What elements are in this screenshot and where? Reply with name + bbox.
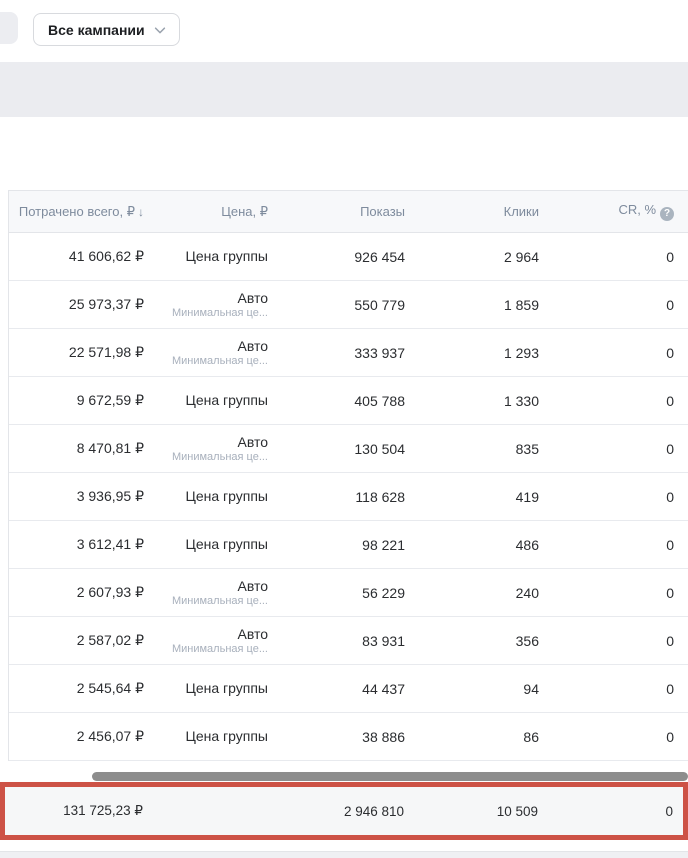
table-row[interactable]: 9 672,59 ₽ Цена группы 405 788 1 330 0 bbox=[9, 377, 688, 425]
price-subtitle: Минимальная це... bbox=[171, 594, 268, 607]
total-cr: 0 bbox=[665, 803, 673, 819]
table-row[interactable]: 3 612,41 ₽ Цена группы 98 221 486 0 bbox=[9, 521, 688, 569]
cell-cr: 0 bbox=[666, 584, 674, 601]
cell-price: Цена группы bbox=[185, 488, 268, 504]
cell-impressions: 38 886 bbox=[362, 728, 405, 745]
campaigns-table: Потрачено всего, ₽ ↓ Цена, ₽ Показы Клики… bbox=[8, 190, 688, 761]
cell-clicks: 240 bbox=[515, 584, 539, 601]
cell-impressions: 118 628 bbox=[355, 488, 405, 505]
cell-cr: 0 bbox=[666, 728, 674, 745]
table-row[interactable]: 2 456,07 ₽ Цена группы 38 886 86 0 bbox=[9, 713, 688, 761]
cell-cr: 0 bbox=[666, 488, 674, 505]
cell-cr: 0 bbox=[666, 632, 674, 649]
price-subtitle: Минимальная це... bbox=[171, 450, 268, 463]
cell-cr: 0 bbox=[666, 344, 674, 361]
column-header-impressions[interactable]: Показы bbox=[360, 204, 405, 219]
total-impressions: 2 946 810 bbox=[343, 803, 404, 819]
cell-price: Цена группы bbox=[185, 728, 268, 744]
cell-price: Авто Минимальная це... bbox=[171, 289, 268, 319]
table-row[interactable]: 3 936,95 ₽ Цена группы 118 628 419 0 bbox=[9, 473, 688, 521]
cell-spent: 3 936,95 ₽ bbox=[76, 488, 144, 504]
cell-clicks: 356 bbox=[515, 632, 539, 649]
cell-spent: 22 571,98 ₽ bbox=[68, 344, 144, 360]
table-header-row: Потрачено всего, ₽ ↓ Цена, ₽ Показы Клики… bbox=[8, 190, 688, 233]
cell-spent: 9 672,59 ₽ bbox=[76, 392, 144, 408]
cell-clicks: 1 330 bbox=[503, 392, 539, 409]
cell-cr: 0 bbox=[666, 536, 674, 553]
cell-cr: 0 bbox=[666, 440, 674, 457]
cell-clicks: 1 859 bbox=[503, 296, 539, 313]
price-subtitle: Минимальная це... bbox=[171, 306, 268, 319]
totals-row: 131 725,23 ₽ 2 946 810 10 509 0 bbox=[8, 787, 688, 835]
cell-cr: 0 bbox=[666, 248, 674, 265]
cell-spent: 3 612,41 ₽ bbox=[76, 536, 144, 552]
cell-cr: 0 bbox=[666, 296, 674, 313]
column-header-clicks[interactable]: Клики bbox=[503, 204, 539, 219]
cell-cr: 0 bbox=[666, 680, 674, 697]
help-icon[interactable]: ? bbox=[660, 207, 674, 221]
price-subtitle: Минимальная це... bbox=[171, 642, 268, 655]
cell-spent: 2 587,02 ₽ bbox=[76, 632, 144, 648]
cell-clicks: 419 bbox=[515, 488, 539, 505]
cell-impressions: 926 454 bbox=[354, 248, 405, 265]
cell-price: Цена группы bbox=[185, 680, 268, 696]
cell-price: Цена группы bbox=[185, 536, 268, 552]
column-header-cr[interactable]: CR, %? bbox=[551, 202, 688, 221]
cell-cr: 0 bbox=[666, 392, 674, 409]
cell-impressions: 44 437 bbox=[362, 680, 405, 697]
cell-spent: 2 607,93 ₽ bbox=[76, 584, 144, 600]
cell-impressions: 56 229 bbox=[362, 584, 405, 601]
cell-clicks: 1 293 bbox=[503, 344, 539, 361]
sort-desc-icon: ↓ bbox=[138, 204, 144, 219]
cell-spent: 8 470,81 ₽ bbox=[76, 440, 144, 456]
bottom-band bbox=[0, 851, 688, 858]
total-clicks: 10 509 bbox=[496, 803, 538, 819]
cell-spent: 2 456,07 ₽ bbox=[76, 728, 144, 744]
cell-clicks: 86 bbox=[523, 728, 539, 745]
cell-price: Цена группы bbox=[185, 248, 268, 264]
cell-price: Авто Минимальная це... bbox=[171, 577, 268, 607]
table-row[interactable]: 2 587,02 ₽ Авто Минимальная це... 83 931… bbox=[9, 617, 688, 665]
cell-spent: 2 545,64 ₽ bbox=[76, 680, 144, 696]
column-header-spent[interactable]: Потрачено всего, ₽ ↓ bbox=[18, 203, 144, 219]
table-body: 41 606,62 ₽ Цена группы 926 454 2 964 0 … bbox=[8, 233, 688, 761]
cell-impressions: 405 788 bbox=[354, 392, 405, 409]
total-spent: 131 725,23 ₽ bbox=[63, 803, 143, 818]
price-subtitle: Минимальная це... bbox=[171, 354, 268, 367]
table-row[interactable]: 41 606,62 ₽ Цена группы 926 454 2 964 0 bbox=[9, 233, 688, 281]
column-header-price[interactable]: Цена, ₽ bbox=[221, 203, 268, 219]
cell-price: Авто Минимальная це... bbox=[171, 337, 268, 367]
cell-clicks: 486 bbox=[515, 536, 539, 553]
cell-impressions: 550 779 bbox=[354, 296, 405, 313]
cell-impressions: 130 504 bbox=[354, 440, 405, 457]
cell-price: Авто Минимальная це... bbox=[171, 625, 268, 655]
cell-price: Цена группы bbox=[185, 392, 268, 408]
cell-impressions: 83 931 bbox=[362, 632, 405, 649]
totals-row-annotation: 131 725,23 ₽ 2 946 810 10 509 0 bbox=[0, 782, 688, 840]
cell-spent: 25 973,37 ₽ bbox=[68, 296, 144, 312]
campaign-filter-button[interactable]: Все кампании bbox=[33, 13, 180, 46]
table-row[interactable]: 8 470,81 ₽ Авто Минимальная це... 130 50… bbox=[9, 425, 688, 473]
table-row[interactable]: 22 571,98 ₽ Авто Минимальная це... 333 9… bbox=[9, 329, 688, 377]
table-row[interactable]: 25 973,37 ₽ Авто Минимальная це... 550 7… bbox=[9, 281, 688, 329]
cell-clicks: 2 964 bbox=[503, 248, 539, 265]
campaign-filter-label: Все кампании bbox=[48, 21, 145, 38]
cell-spent: 41 606,62 ₽ bbox=[68, 248, 144, 264]
table-row[interactable]: 2 545,64 ₽ Цена группы 44 437 94 0 bbox=[9, 665, 688, 713]
cell-clicks: 835 bbox=[515, 440, 539, 457]
cell-clicks: 94 bbox=[523, 680, 539, 697]
toolbar-left-stub[interactable] bbox=[0, 12, 18, 44]
horizontal-scrollbar-thumb[interactable] bbox=[92, 772, 688, 781]
cell-price: Авто Минимальная це... bbox=[171, 433, 268, 463]
cell-impressions: 98 221 bbox=[362, 536, 405, 553]
table-row[interactable]: 2 607,93 ₽ Авто Минимальная це... 56 229… bbox=[9, 569, 688, 617]
chevron-down-icon bbox=[153, 23, 167, 37]
cell-impressions: 333 937 bbox=[354, 344, 405, 361]
filters-band bbox=[0, 62, 688, 117]
